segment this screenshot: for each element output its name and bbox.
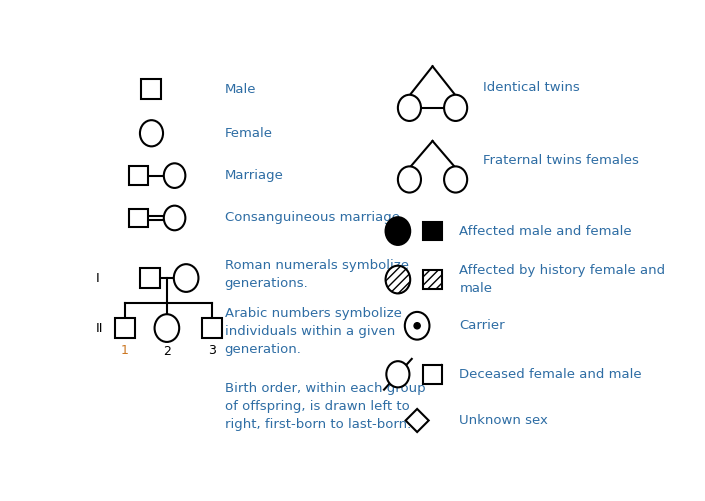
Text: 2: 2 (163, 345, 171, 358)
Ellipse shape (386, 361, 410, 387)
Text: Unknown sex: Unknown sex (460, 414, 548, 427)
Bar (129, 166, 147, 185)
Text: Female: Female (225, 127, 273, 140)
Text: Affected male and female: Affected male and female (460, 224, 632, 237)
Text: Consanguineous marriage: Consanguineous marriage (225, 211, 400, 224)
Ellipse shape (154, 314, 179, 342)
Text: Affected by history female and
male: Affected by history female and male (460, 264, 666, 295)
Ellipse shape (164, 163, 185, 188)
Ellipse shape (398, 166, 421, 192)
Bar (129, 209, 147, 227)
Text: Fraternal twins females: Fraternal twins females (483, 154, 639, 167)
Polygon shape (405, 409, 429, 432)
Ellipse shape (140, 120, 163, 146)
Text: 1: 1 (121, 344, 128, 357)
Bar (114, 318, 135, 338)
Text: Arabic numbers symbolize
individuals within a given
generation.: Arabic numbers symbolize individuals wit… (225, 308, 402, 356)
Ellipse shape (444, 95, 467, 121)
Bar (423, 365, 442, 384)
Text: Deceased female and male: Deceased female and male (460, 368, 642, 381)
Ellipse shape (405, 312, 429, 340)
Ellipse shape (414, 323, 420, 329)
Text: Identical twins: Identical twins (483, 81, 580, 94)
Text: II: II (96, 322, 104, 335)
Ellipse shape (386, 217, 410, 245)
Bar (202, 318, 221, 338)
Bar (140, 268, 160, 288)
Ellipse shape (174, 264, 199, 292)
Text: Roman numerals symbolize
generations.: Roman numerals symbolize generations. (225, 259, 409, 290)
Bar (423, 271, 442, 289)
Text: Male: Male (225, 83, 256, 96)
Text: 3: 3 (207, 344, 216, 357)
Ellipse shape (164, 205, 185, 230)
Text: Birth order, within each group
of offspring, is drawn left to
right, first-born : Birth order, within each group of offspr… (225, 382, 425, 431)
Bar (423, 222, 442, 240)
Text: Marriage: Marriage (225, 169, 283, 182)
Ellipse shape (398, 95, 421, 121)
Text: Carrier: Carrier (460, 319, 505, 332)
Ellipse shape (444, 166, 467, 192)
Bar (142, 79, 161, 99)
Ellipse shape (386, 266, 410, 294)
Text: I: I (96, 272, 100, 285)
